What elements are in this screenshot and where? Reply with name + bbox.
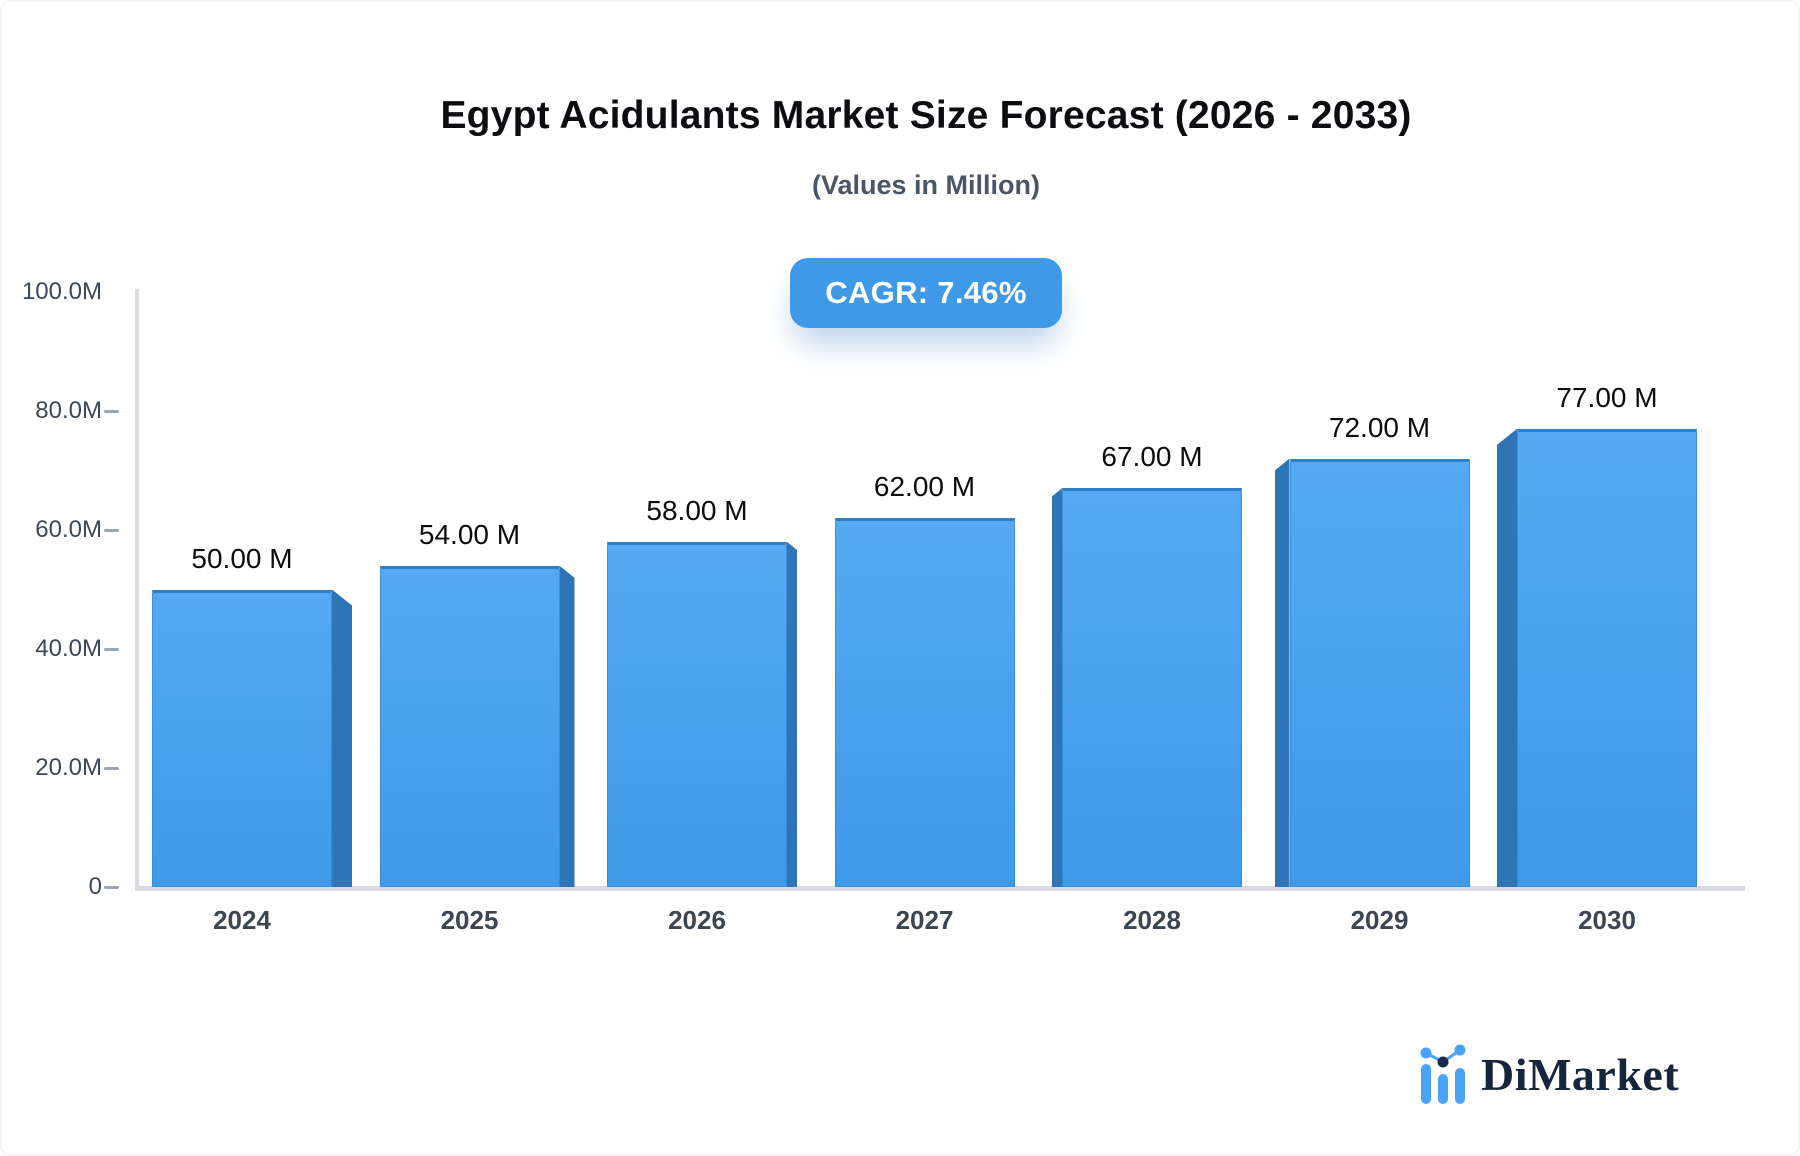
x-axis-label: 2026: [668, 905, 726, 935]
x-axis-label: 2027: [895, 905, 954, 935]
y-axis-label: 20.0M: [35, 754, 102, 781]
bar-side-face: [1497, 428, 1517, 887]
bar: [834, 518, 1015, 887]
bar-side-face: [787, 541, 797, 887]
bar-value-label: 67.00 M: [1101, 441, 1203, 473]
y-axis-line: [135, 289, 139, 891]
bar: [1517, 428, 1697, 887]
bar-value-label: 72.00 M: [1328, 411, 1431, 443]
brand-name: DiMarket: [1481, 1048, 1680, 1100]
bar-value-label: 54.00 M: [418, 518, 521, 550]
bar: [1289, 458, 1470, 887]
page-subtitle: (Values in Million): [811, 170, 1041, 200]
y-axis-label: 100.0M: [21, 278, 102, 305]
x-axis-label: 2024: [213, 905, 271, 935]
bar-side-face: [1274, 458, 1290, 887]
y-axis-label: 0: [88, 873, 102, 900]
x-axis-label: 2029: [1350, 905, 1409, 935]
x-axis-label: 2030: [1578, 905, 1636, 935]
cagr-badge: CAGR: 7.46%: [790, 258, 1062, 328]
y-axis-label: 80.0M: [35, 397, 102, 424]
bar-side-face: [559, 565, 575, 887]
y-axis-tick: [104, 767, 119, 770]
dimarket-logo-icon: [1420, 1044, 1466, 1104]
bar-value-label: 77.00 M: [1556, 381, 1658, 413]
bar: [607, 541, 787, 887]
y-axis-tick: [104, 886, 119, 889]
brand-logo: DiMarket: [1420, 1042, 1679, 1106]
bar: [1062, 488, 1242, 887]
bar-value-label: 62.00 M: [873, 471, 976, 503]
cagr-badge-label: CAGR: 7.46%: [825, 275, 1027, 310]
y-axis-label: 40.0M: [35, 635, 102, 662]
x-axis-label: 2028: [1123, 905, 1181, 935]
y-axis-tick: [104, 529, 119, 532]
bar: [152, 589, 332, 887]
x-axis-line: [135, 886, 1745, 891]
bar-side-face: [332, 589, 352, 887]
y-axis-tick: [104, 648, 119, 651]
bar-value-label: 58.00 M: [646, 494, 748, 526]
page-title: Egypt Acidulants Market Size Forecast (2…: [440, 94, 1412, 137]
bar: [379, 565, 560, 887]
bar-side-face: [1052, 488, 1062, 887]
x-axis-label: 2025: [440, 905, 499, 935]
y-axis-label: 60.0M: [35, 516, 102, 543]
y-axis-tick: [104, 410, 119, 413]
bar-value-label: 50.00 M: [191, 542, 293, 574]
